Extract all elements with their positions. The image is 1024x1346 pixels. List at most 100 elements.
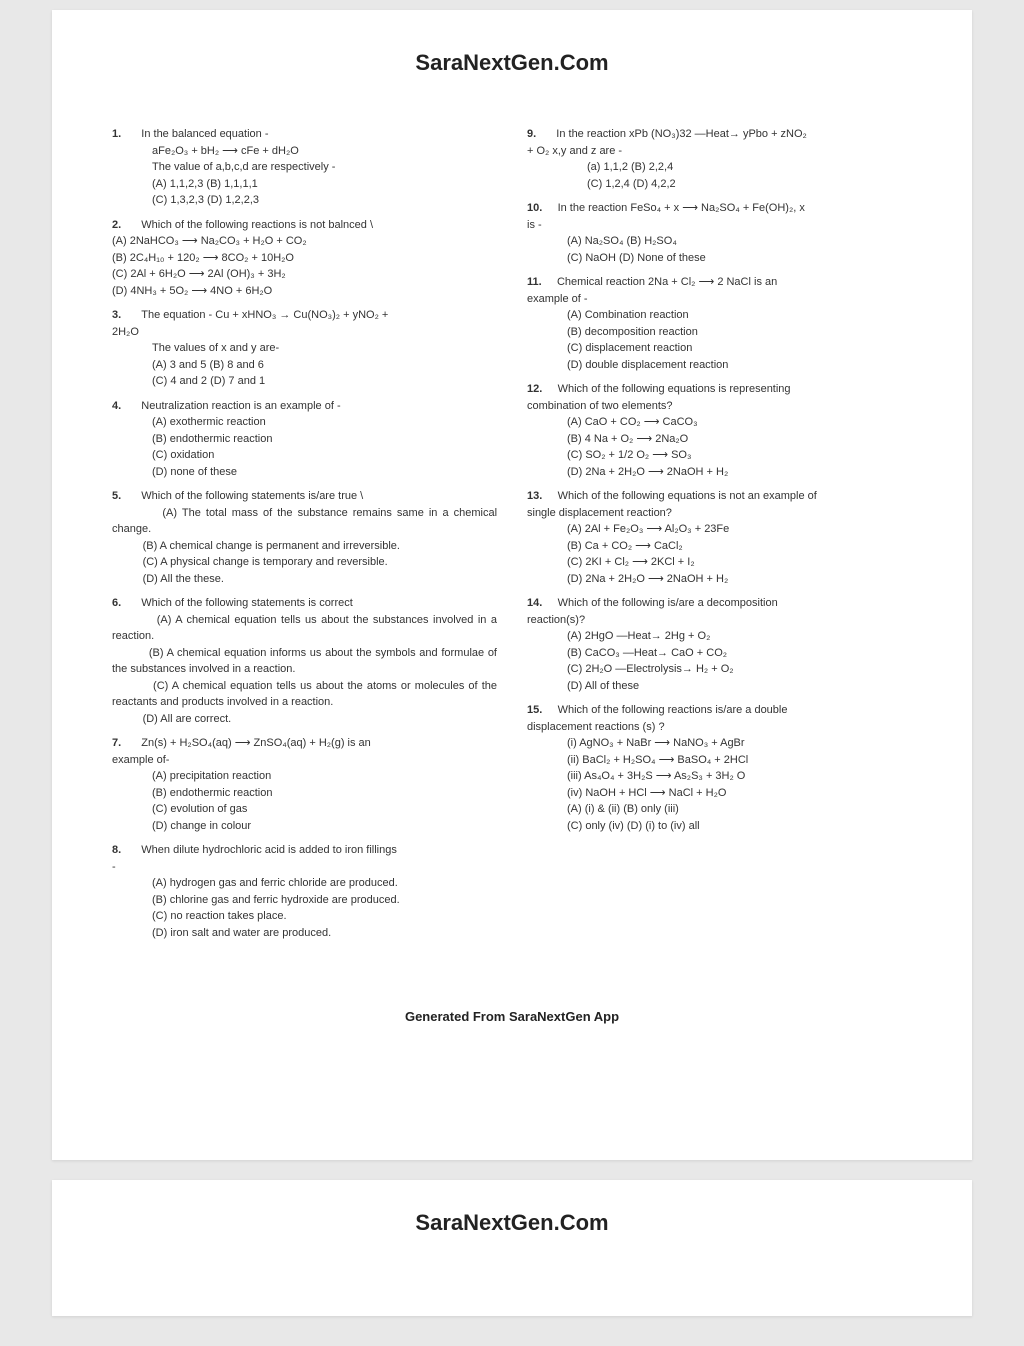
option-line: (D) All are correct. [112,711,497,728]
option-line: (B) CaCO₃ —Heat→ CaO + CO₂ [567,645,912,662]
question-cont: + O₂ x,y and z are - [527,143,912,160]
question-line: 8. When dilute hydrochloric acid is adde… [112,842,497,859]
question: 12. Which of the following equations is … [527,381,912,480]
question: 15. Which of the following reactions is/… [527,702,912,834]
option-line: (B) A chemical change is permanent and i… [112,538,497,555]
question: 10. In the reaction FeSo₄ + x ⟶ Na₂SO₄ +… [527,200,912,266]
option-line: (A) 2Al + Fe₂O₃ ⟶ Al₂O₃ + 23Fe [567,521,912,538]
question-line: 1. In the balanced equation - [112,126,497,143]
option-line: (A) The total mass of the substance rema… [112,505,497,538]
question-cont: example of- [112,752,497,769]
left-column: 1. In the balanced equation -aFe₂O₃ + bH… [112,126,497,949]
option-line: (B) endothermic reaction [152,785,497,802]
option-line: (B) 2C₄H₁₀ + 120₂ ⟶ 8CO₂ + 10H₂O [112,250,497,267]
question-line: 11. Chemical reaction 2Na + Cl₂ ⟶ 2 NaCl… [527,274,912,291]
option-line: (C) no reaction takes place. [152,908,497,925]
option-line: (C) A chemical equation tells us about t… [112,678,497,711]
option-line: (a) 1,1,2 (B) 2,2,4 [587,159,912,176]
question: 11. Chemical reaction 2Na + Cl₂ ⟶ 2 NaCl… [527,274,912,373]
option-line: (A) (i) & (ii) (B) only (iii) [567,801,912,818]
question-cont: example of - [527,291,912,308]
option-line: (B) decomposition reaction [567,324,912,341]
question: 13. Which of the following equations is … [527,488,912,587]
question-cont: single displacement reaction? [527,505,912,522]
option-line: The value of a,b,c,d are respectively - [152,159,497,176]
option-line: (B) endothermic reaction [152,431,497,448]
option-line: (D) 2Na + 2H₂O ⟶ 2NaOH + H₂ [567,464,912,481]
option-line: The values of x and y are- [152,340,497,357]
option-line: (D) All of these [567,678,912,695]
document-page-2: SaraNextGen.Com [52,1180,972,1316]
option-line: (A) Na₂SO₄ (B) H₂SO₄ [567,233,912,250]
option-line: (iii) As₄O₄ + 3H₂S ⟶ As₂S₃ + 3H₂ O [567,768,912,785]
question: 1. In the balanced equation -aFe₂O₃ + bH… [112,126,497,209]
question: 2. Which of the following reactions is n… [112,217,497,300]
option-line: (i) AgNO₃ + NaBr ⟶ NaNO₃ + AgBr [567,735,912,752]
site-title-2: SaraNextGen.Com [112,1210,912,1236]
question-cont: combination of two elements? [527,398,912,415]
option-line: (A) hydrogen gas and ferric chloride are… [152,875,497,892]
question-line: 2. Which of the following reactions is n… [112,217,497,234]
site-title: SaraNextGen.Com [112,50,912,76]
question-cont: reaction(s)? [527,612,912,629]
question-line: 13. Which of the following equations is … [527,488,912,505]
question: 6. Which of the following statements is … [112,595,497,727]
question-line: 12. Which of the following equations is … [527,381,912,398]
option-line: (B) 4 Na + O₂ ⟶ 2Na₂O [567,431,912,448]
question-cont: - [112,859,497,876]
option-line: (D) iron salt and water are produced. [152,925,497,942]
option-line: (ii) BaCl₂ + H₂SO₄ ⟶ BaSO₄ + 2HCl [567,752,912,769]
option-line: (iv) NaOH + HCl ⟶ NaCl + H₂O [567,785,912,802]
question-cont: is - [527,217,912,234]
option-line: (D) 4NH₃ + 5O₂ ⟶ 4NO + 6H₂O [112,283,497,300]
option-line: (B) chlorine gas and ferric hydroxide ar… [152,892,497,909]
option-line: (A) exothermic reaction [152,414,497,431]
question: 14. Which of the following is/are a deco… [527,595,912,694]
option-line: aFe₂O₃ + bH₂ ⟶ cFe + dH₂O [152,143,497,160]
option-line: (C) 1,2,4 (D) 4,2,2 [587,176,912,193]
option-line: (A) CaO + CO₂ ⟶ CaCO₃ [567,414,912,431]
question-line: 15. Which of the following reactions is/… [527,702,912,719]
option-line: (C) A physical change is temporary and r… [112,554,497,571]
question-line: 3. The equation - Cu + xHNO₃ → Cu(NO₃)₂ … [112,307,497,324]
option-line: (C) only (iv) (D) (i) to (iv) all [567,818,912,835]
option-line: (A) precipitation reaction [152,768,497,785]
question: 3. The equation - Cu + xHNO₃ → Cu(NO₃)₂ … [112,307,497,390]
question: 9. In the reaction xPb (NO₃)32 —Heat→ yP… [527,126,912,192]
question-line: 9. In the reaction xPb (NO₃)32 —Heat→ yP… [527,126,912,143]
option-line: (C) displacement reaction [567,340,912,357]
question-line: 4. Neutralization reaction is an example… [112,398,497,415]
option-line: (C) 1,3,2,3 (D) 1,2,2,3 [152,192,497,209]
footer-text: Generated From SaraNextGen App [112,1009,912,1024]
document-page-1: SaraNextGen.Com 1. In the balanced equat… [52,10,972,1160]
question-cont: displacement reactions (s) ? [527,719,912,736]
option-line: (C) NaOH (D) None of these [567,250,912,267]
option-line: (A) 1,1,2,3 (B) 1,1,1,1 [152,176,497,193]
option-line: (A) Combination reaction [567,307,912,324]
question-line: 5. Which of the following statements is/… [112,488,497,505]
option-line: (A) 2HgO —Heat→ 2Hg + O₂ [567,628,912,645]
option-line: (D) 2Na + 2H₂O ⟶ 2NaOH + H₂ [567,571,912,588]
question: 4. Neutralization reaction is an example… [112,398,497,481]
question-cont: 2H₂O [112,324,497,341]
question: 8. When dilute hydrochloric acid is adde… [112,842,497,941]
question: 5. Which of the following statements is/… [112,488,497,587]
option-line: (C) 4 and 2 (D) 7 and 1 [152,373,497,390]
question-line: 14. Which of the following is/are a deco… [527,595,912,612]
option-line: (A) A chemical equation tells us about t… [112,612,497,645]
option-line: (A) 2NaHCO₃ ⟶ Na₂CO₃ + H₂O + CO₂ [112,233,497,250]
question: 7. Zn(s) + H₂SO₄(aq) ⟶ ZnSO₄(aq) + H₂(g)… [112,735,497,834]
option-line: (C) 2KI + Cl₂ ⟶ 2KCl + I₂ [567,554,912,571]
right-column: 9. In the reaction xPb (NO₃)32 —Heat→ yP… [527,126,912,949]
question-line: 6. Which of the following statements is … [112,595,497,612]
option-line: (B) A chemical equation informs us about… [112,645,497,678]
content-columns: 1. In the balanced equation -aFe₂O₃ + bH… [112,126,912,949]
option-line: (D) All the these. [112,571,497,588]
option-line: (C) 2Al + 6H₂O ⟶ 2Al (OH)₃ + 3H₂ [112,266,497,283]
question-line: 10. In the reaction FeSo₄ + x ⟶ Na₂SO₄ +… [527,200,912,217]
option-line: (A) 3 and 5 (B) 8 and 6 [152,357,497,374]
option-line: (C) 2H₂O —Electrolysis→ H₂ + O₂ [567,661,912,678]
option-line: (C) oxidation [152,447,497,464]
question-line: 7. Zn(s) + H₂SO₄(aq) ⟶ ZnSO₄(aq) + H₂(g)… [112,735,497,752]
option-line: (C) SO₂ + 1/2 O₂ ⟶ SO₃ [567,447,912,464]
